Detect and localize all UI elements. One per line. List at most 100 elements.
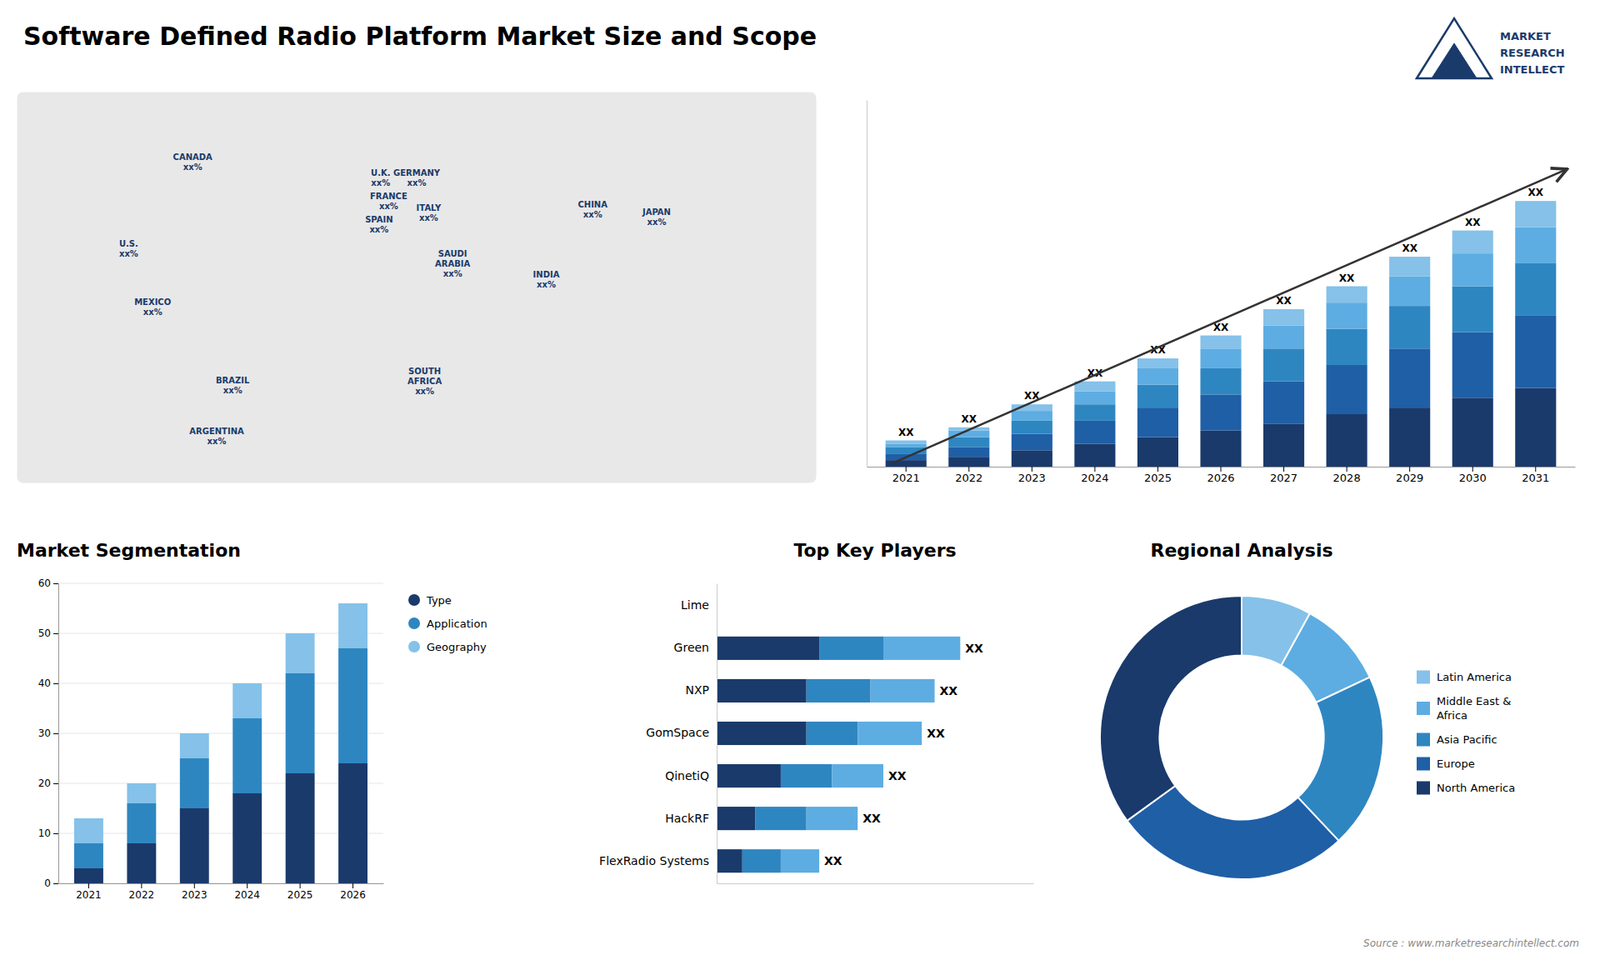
- bar-segment: [870, 679, 935, 703]
- legend-label-line: Middle East &: [1436, 695, 1511, 708]
- y-tick-label: NXP: [685, 683, 710, 697]
- bar-segment: [780, 849, 820, 873]
- logo-text: INTELLECT: [1500, 63, 1565, 76]
- logo: MARKETRESEARCHINTELLECT: [1416, 18, 1565, 79]
- map-label: SAUDIARABIAxx%: [435, 249, 471, 279]
- y-tick-label: GomSpace: [645, 725, 710, 740]
- x-tick-mark: [246, 883, 248, 889]
- x-tick-mark: [1031, 466, 1033, 472]
- bar-segment: [1452, 286, 1494, 333]
- map-label-line: ARGENTINA: [189, 426, 245, 436]
- x-tick: 2025: [287, 883, 314, 901]
- segmentation-chart: Market Segmentation202120222023202420252…: [16, 540, 488, 901]
- map-label-line: xx%: [415, 386, 435, 396]
- grid-line: [58, 583, 384, 585]
- x-tick-mark: [140, 883, 142, 889]
- x-tick-label: 2021: [75, 889, 102, 901]
- map-label: MEXICOxx%: [134, 297, 171, 317]
- x-tick: 2026: [340, 883, 366, 901]
- map-label: U.K.xx%: [370, 168, 390, 188]
- x-tick: 2026: [1206, 466, 1235, 485]
- x-tick-mark: [352, 883, 354, 889]
- grid-line: [58, 683, 384, 685]
- x-tick-label: 2030: [1459, 471, 1487, 485]
- bar-segment: [1389, 256, 1430, 277]
- bar-segment: [1011, 434, 1053, 451]
- x-tick: 2024: [1080, 466, 1109, 485]
- bar-segment: [1200, 348, 1241, 369]
- legend: Latin AmericaMiddle East &AfricaAsia Pac…: [1416, 670, 1515, 795]
- map-label: SPAINxx%: [365, 215, 393, 235]
- legend-item: Type: [408, 594, 452, 607]
- axis-domain: [717, 883, 1035, 885]
- map-label-line: MEXICO: [134, 297, 171, 307]
- x-axis: 2021202220232024202520262027202820292030…: [867, 466, 1576, 485]
- map-label-line: xx%: [370, 178, 390, 188]
- legend-swatch: [408, 640, 420, 653]
- chart-title: Market Segmentation: [16, 540, 241, 561]
- map-label-line: BRAZIL: [215, 375, 250, 385]
- x-axis: 202120222023202420252026: [59, 883, 385, 901]
- bar-segment: [1074, 404, 1115, 421]
- y-tick-label: 0: [44, 877, 51, 890]
- y-tick-label: QinetiQ: [665, 769, 710, 783]
- x-tick-label: 2025: [1144, 471, 1172, 485]
- axis-domain: [58, 584, 60, 885]
- bar-segment: [883, 636, 960, 660]
- legend-swatch: [1416, 701, 1430, 715]
- map-label: FRANCExx%: [370, 191, 408, 211]
- x-tick-mark: [1346, 466, 1348, 472]
- grid-line: [58, 733, 384, 735]
- x-tick: 2023: [181, 883, 208, 901]
- bar-segment: [1137, 437, 1179, 467]
- grid-line: [58, 633, 384, 635]
- legend-item: Geography: [408, 640, 487, 654]
- growth-chart: XXXXXXXXXXXXXXXXXXXXXX202120222023202420…: [867, 100, 1576, 485]
- x-tick-label: 2023: [181, 889, 208, 901]
- bar-segment: [126, 843, 156, 884]
- bar-segment: [1515, 200, 1556, 227]
- bar-segment: [1263, 424, 1305, 467]
- bar-segment: [1074, 381, 1115, 392]
- x-tick-label: 2026: [1206, 471, 1235, 485]
- bar-segment: [1011, 420, 1053, 435]
- map-label-line: xx%: [407, 178, 427, 188]
- legend-item: Latin America: [1416, 670, 1512, 685]
- bar-segment: [232, 793, 262, 884]
- y-tick-label: Green: [674, 640, 710, 655]
- x-tick-mark: [1472, 466, 1474, 472]
- x-tick: 2022: [955, 466, 983, 485]
- bar-segment: [1074, 443, 1115, 467]
- x-tick: 2021: [892, 466, 920, 485]
- bar-segment: [755, 806, 807, 830]
- x-tick-mark: [194, 883, 195, 889]
- map-label: GERMANYxx%: [393, 168, 441, 188]
- bar-segment: [948, 456, 990, 467]
- legend-swatch: [1416, 781, 1430, 795]
- source-text: Source : www.marketresearchintellect.com: [1363, 937, 1580, 950]
- bar-segment: [1326, 286, 1368, 304]
- bar-segment: [285, 773, 315, 884]
- legend-label: Geography: [426, 640, 487, 654]
- bar-segment: [338, 603, 368, 649]
- grid: [58, 583, 384, 884]
- y-tick: 0: [44, 877, 59, 890]
- y-tick-label: HackRF: [665, 811, 710, 825]
- x-tick-label: 2028: [1333, 471, 1361, 485]
- x-tick: 2022: [129, 883, 155, 901]
- bar-segment: [1515, 227, 1556, 264]
- bar-segment: [1452, 253, 1494, 286]
- bar-segment: [1137, 358, 1179, 369]
- map-label: SOUTHAFRICAxx%: [407, 366, 442, 396]
- legend: TypeApplicationGeography: [408, 594, 488, 654]
- map-placeholder: [16, 91, 817, 484]
- x-tick-mark: [88, 883, 90, 889]
- x-tick-label: 2031: [1521, 471, 1550, 485]
- bar-segment: [74, 818, 104, 844]
- logo-inner: [1431, 43, 1477, 79]
- legend-item: Europe: [1416, 757, 1475, 771]
- y-tick-mark: [53, 833, 59, 835]
- bar-segment: [716, 764, 781, 788]
- map-label-line: xx%: [379, 201, 399, 211]
- bar-segment: [716, 679, 807, 703]
